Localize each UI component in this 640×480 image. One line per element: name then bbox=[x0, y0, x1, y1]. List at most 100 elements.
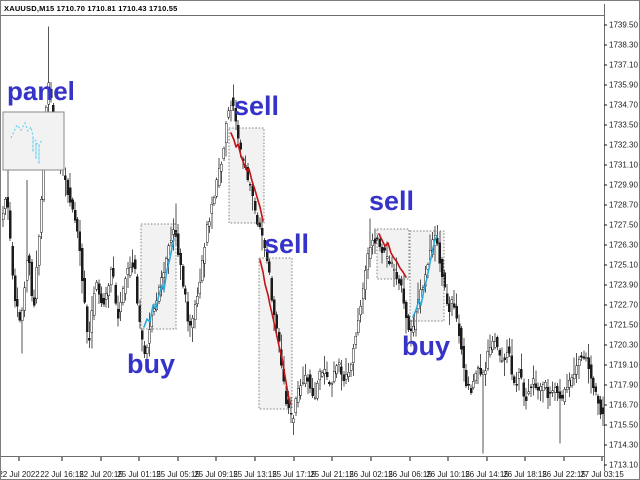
candle-bull bbox=[344, 373, 348, 380]
candle-bear bbox=[136, 276, 139, 304]
candle-bear bbox=[236, 124, 240, 139]
candle-bear bbox=[68, 187, 72, 203]
candle-bear bbox=[277, 332, 281, 342]
time-axis-label: 25 Jul 09:15 bbox=[194, 470, 238, 479]
candle-bear bbox=[186, 301, 190, 322]
candle-bull bbox=[172, 229, 175, 235]
candle-bull bbox=[505, 351, 509, 358]
candle-bear bbox=[246, 166, 250, 180]
candle-bull bbox=[217, 168, 221, 187]
candle-bull bbox=[203, 246, 206, 264]
candle-bull bbox=[40, 199, 43, 233]
candle-bear bbox=[28, 255, 31, 264]
sell-signal-line bbox=[230, 132, 264, 222]
price-axis-label: 1729.90 bbox=[609, 181, 638, 190]
candle-bull bbox=[296, 388, 300, 403]
candle-bull bbox=[196, 295, 199, 305]
price-axis-label: 1733.50 bbox=[609, 121, 638, 130]
candle-bear bbox=[534, 383, 538, 389]
candle-bull bbox=[162, 272, 166, 279]
time-axis-label: 26 Jul 22:15 bbox=[542, 470, 586, 479]
candle-bear bbox=[560, 395, 564, 399]
sell-signal-line bbox=[378, 233, 407, 278]
candle-bear bbox=[325, 372, 329, 378]
candle-bear bbox=[49, 88, 53, 99]
candle-bull bbox=[563, 388, 566, 403]
candle-bull bbox=[361, 287, 365, 300]
candle-bear bbox=[599, 399, 602, 415]
candle-bear bbox=[498, 350, 502, 356]
candle-bear bbox=[582, 356, 586, 359]
candle-bear bbox=[176, 233, 180, 256]
candle-bull bbox=[313, 397, 317, 399]
candle-bear bbox=[467, 384, 470, 386]
candle-bear bbox=[71, 199, 74, 210]
candle-bull bbox=[299, 385, 302, 396]
candle-bear bbox=[596, 395, 600, 404]
candle-bear bbox=[402, 288, 406, 304]
indicator-panel[interactable] bbox=[2, 111, 65, 171]
time-axis-label: 26 Jul 10:15 bbox=[426, 470, 470, 479]
candle-bear bbox=[248, 183, 252, 186]
candle-bear bbox=[395, 272, 398, 279]
candle-bear bbox=[66, 179, 70, 195]
candle-bear bbox=[438, 242, 442, 264]
candle-bear bbox=[457, 323, 461, 336]
candle-bull bbox=[191, 318, 194, 329]
candle-bull bbox=[20, 310, 24, 321]
price-axis-label: 1719.10 bbox=[609, 361, 638, 370]
signal-zone-border bbox=[409, 230, 445, 322]
price-axis-label: 1732.30 bbox=[609, 141, 638, 150]
candle-bull bbox=[565, 386, 569, 391]
candle-bear bbox=[8, 210, 12, 239]
candle-bull bbox=[486, 351, 490, 369]
price-axis-label: 1716.70 bbox=[609, 401, 638, 410]
candle-bull bbox=[104, 293, 108, 300]
candle-bear bbox=[102, 297, 106, 305]
candle-bull bbox=[193, 304, 197, 321]
candle-bear bbox=[383, 247, 386, 251]
candle-bull bbox=[119, 302, 122, 312]
candle-bull bbox=[517, 372, 521, 379]
candle-bull bbox=[323, 369, 326, 374]
candle-bull bbox=[371, 240, 374, 247]
candle-bull bbox=[35, 266, 38, 300]
time-axis-label: 22 Jul 16:15 bbox=[40, 470, 84, 479]
candle-bear bbox=[289, 412, 293, 415]
candle-bear bbox=[388, 260, 391, 264]
candle-bull bbox=[304, 375, 307, 384]
candle-bull bbox=[152, 308, 156, 312]
candle-bear bbox=[452, 303, 456, 308]
candle-bull bbox=[128, 267, 132, 276]
candle-bull bbox=[198, 282, 202, 295]
candles-layer bbox=[1, 26, 605, 454]
candle-bear bbox=[529, 386, 533, 388]
price-axis-label: 1735.90 bbox=[609, 81, 638, 90]
candle-bull bbox=[316, 382, 319, 399]
buy-signal-line bbox=[412, 235, 438, 318]
time-axis-label: 27 Jul 03:15 bbox=[580, 470, 624, 479]
candle-bull bbox=[212, 197, 216, 205]
candle-bull bbox=[450, 299, 454, 304]
price-axis-label: 1725.10 bbox=[609, 261, 638, 270]
candle-bear bbox=[138, 305, 142, 322]
candle-bear bbox=[445, 293, 449, 305]
candle-bull bbox=[95, 282, 98, 290]
candle-bull bbox=[227, 110, 230, 118]
chart-frame bbox=[1, 4, 605, 471]
candle-bear bbox=[503, 357, 506, 361]
candle-bull bbox=[1, 213, 5, 221]
candle-bear bbox=[18, 312, 22, 321]
candle-bear bbox=[407, 315, 410, 330]
candle-bull bbox=[335, 365, 338, 374]
candle-bear bbox=[78, 231, 82, 251]
candle-bull bbox=[474, 373, 478, 382]
candle-bear bbox=[179, 252, 182, 265]
price-axis-label: 1714.30 bbox=[609, 441, 638, 450]
candle-bear bbox=[601, 407, 605, 415]
candle-bear bbox=[251, 185, 254, 197]
candle-bull bbox=[541, 383, 545, 391]
candle-bull bbox=[301, 381, 305, 384]
